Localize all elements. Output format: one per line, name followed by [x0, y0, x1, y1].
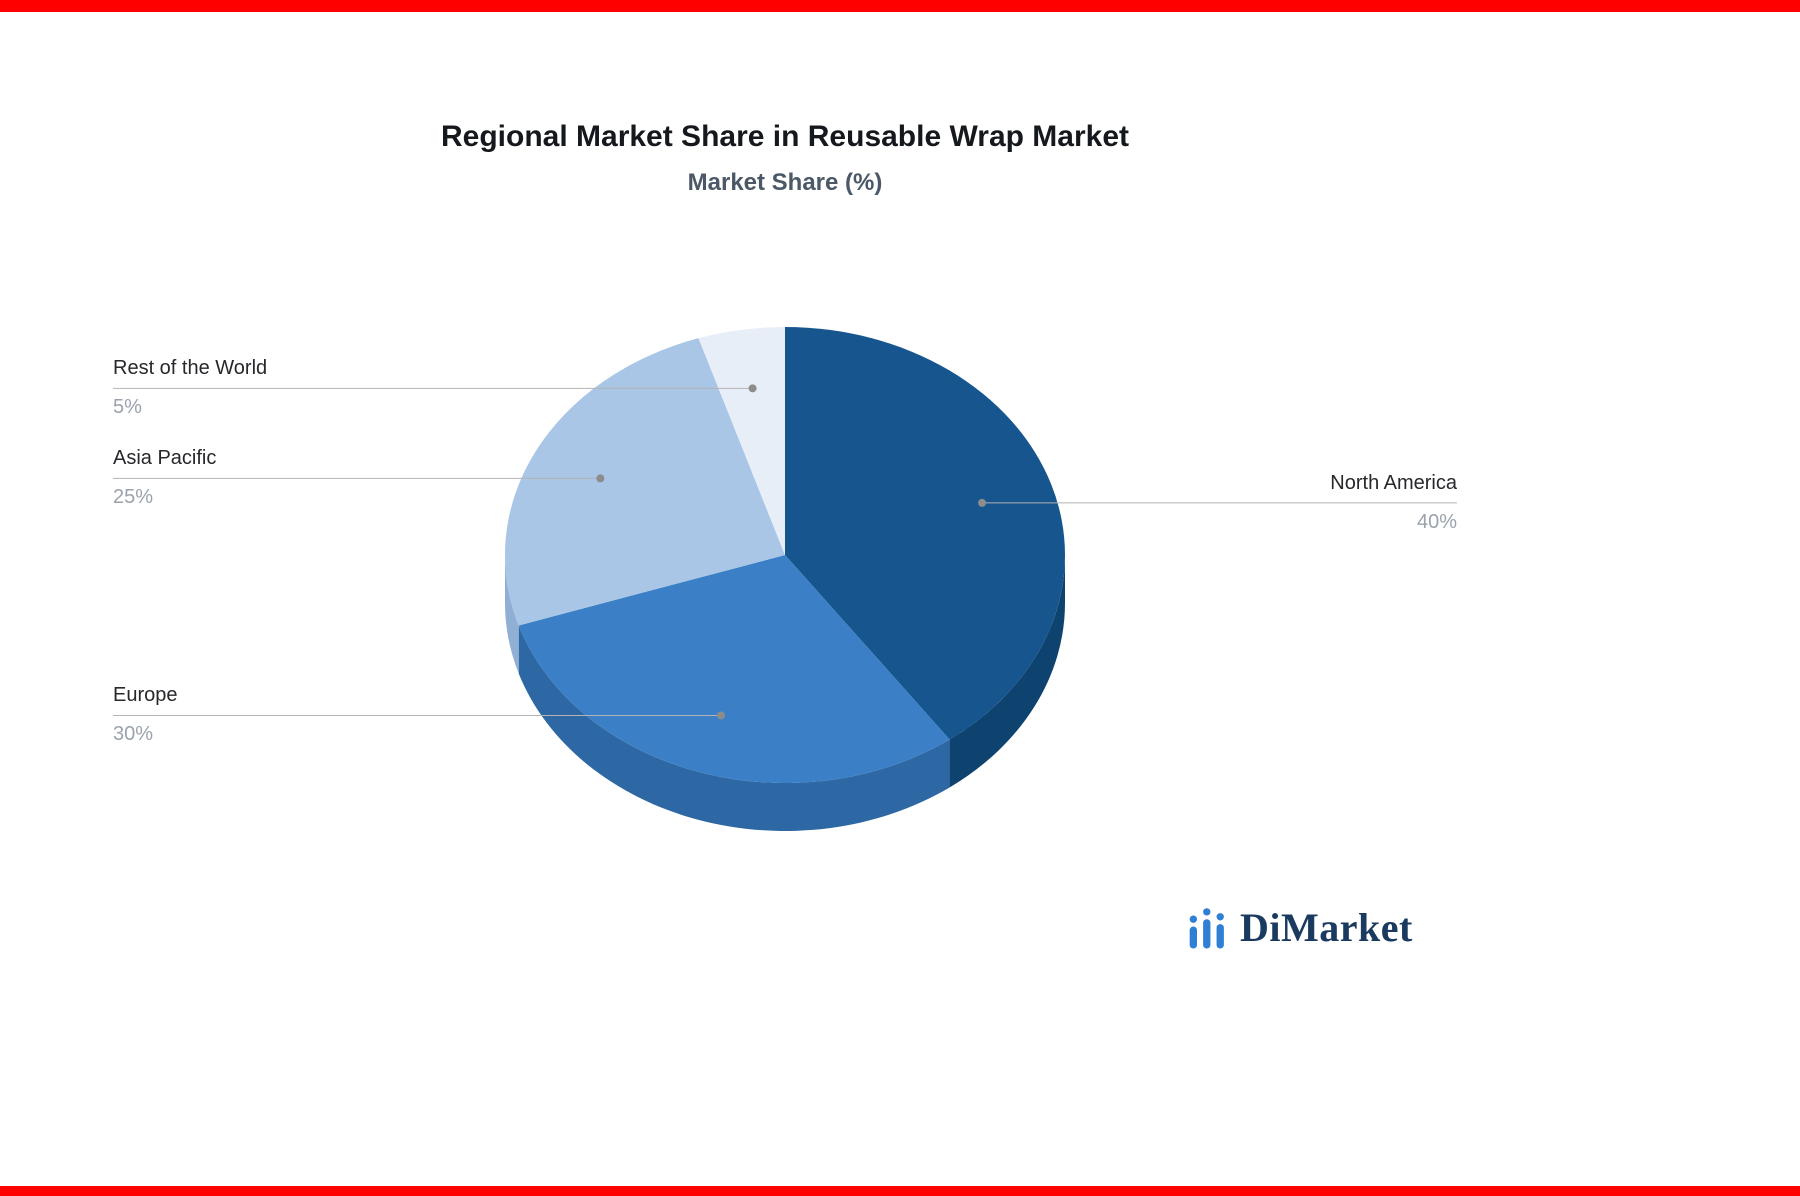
pie-slice-asia-pacific — [505, 338, 785, 626]
callout-name: Rest of the World — [113, 357, 268, 380]
brand-logo: DiMarket — [1186, 903, 1413, 951]
pie-slice-side-asia-pacific — [505, 555, 519, 674]
callout-dot-rest-of-the-world — [748, 384, 757, 393]
callout-name: North America — [1330, 471, 1457, 494]
pie-slice-rest-of-the-world — [698, 327, 785, 555]
callout-label-north-america: North America 40% — [1330, 470, 1457, 535]
callout-label-rest-of-the-world: Rest of the World 5% — [113, 355, 267, 420]
callout-label-asia-pacific: Asia Pacific 25% — [113, 445, 216, 510]
chart-subtitle: Market Share (%) — [687, 169, 883, 196]
chart-title: Regional Market Share in Reusable Wrap M… — [441, 120, 1129, 153]
top-accent-bar — [0, 0, 1800, 12]
callout-value: 30% — [113, 723, 154, 746]
pie-slice-side-europe — [518, 625, 950, 832]
callout-label-europe: Europe 30% — [113, 682, 178, 747]
pie-slice-north-america — [785, 327, 1065, 740]
bottom-accent-bar — [0, 1186, 1800, 1196]
callout-name: Europe — [113, 684, 178, 707]
brand-logo-text: DiMarket — [1240, 904, 1413, 950]
callout-dot-north-america — [978, 498, 987, 507]
pie-slice-side-north-america — [949, 555, 1065, 788]
pie-slice-europe — [518, 555, 950, 783]
callout-dot-europe — [716, 711, 725, 720]
callout-dot-asia-pacific — [596, 474, 605, 483]
callout-name: Asia Pacific — [113, 447, 217, 470]
callout-value: 5% — [113, 396, 142, 419]
callout-value: 25% — [113, 486, 154, 509]
bar-chart-logo-icon — [1189, 908, 1224, 949]
callout-value: 40% — [1416, 510, 1457, 533]
